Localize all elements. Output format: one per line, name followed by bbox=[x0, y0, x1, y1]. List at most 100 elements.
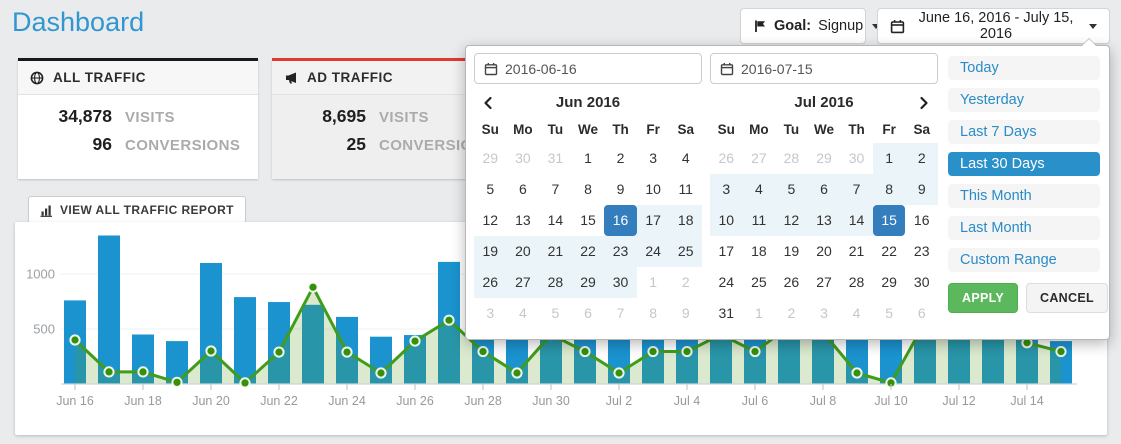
conversions-marker[interactable] bbox=[579, 345, 591, 358]
calendar-day[interactable]: 6 bbox=[584, 305, 592, 321]
calendar-day[interactable]: 15 bbox=[872, 205, 906, 236]
calendar-day[interactable]: 22 bbox=[881, 243, 897, 259]
calendar-day[interactable]: 2 bbox=[681, 274, 690, 290]
calendar-day[interactable]: 13 bbox=[515, 212, 531, 228]
calendar-day[interactable]: 20 bbox=[816, 243, 832, 259]
conversions-marker[interactable] bbox=[137, 366, 149, 378]
calendar-day[interactable]: 25 bbox=[669, 236, 702, 267]
calendar-day[interactable]: 10 bbox=[710, 205, 743, 236]
calendar-day[interactable]: 2 bbox=[905, 143, 938, 174]
apply-button[interactable]: APPLY bbox=[948, 283, 1019, 313]
calendar-day[interactable]: 2 bbox=[787, 305, 796, 321]
calendar-day[interactable]: 5 bbox=[885, 305, 894, 321]
all-traffic-card[interactable]: ALL TRAFFIC 34,878 VISITS 96 CONVERSIONS bbox=[18, 58, 258, 179]
calendar-day[interactable]: 7 bbox=[551, 181, 560, 197]
view-all-traffic-report-button[interactable]: VIEW ALL TRAFFIC REPORT bbox=[28, 196, 246, 224]
conversions-marker[interactable] bbox=[681, 345, 693, 358]
calendar-day[interactable]: 1 bbox=[649, 274, 658, 290]
calendar-day[interactable]: 4 bbox=[742, 174, 776, 205]
conversions-marker[interactable] bbox=[307, 281, 319, 293]
calendar-day[interactable]: 4 bbox=[518, 305, 527, 321]
calendar-day[interactable]: 6 bbox=[807, 174, 841, 205]
calendar-day[interactable]: 8 bbox=[872, 174, 906, 205]
calendar-day[interactable]: 17 bbox=[718, 243, 735, 259]
calendar-day[interactable]: 29 bbox=[571, 267, 605, 298]
calendar-day[interactable]: 8 bbox=[649, 305, 658, 321]
calendar-day[interactable]: 11 bbox=[678, 181, 693, 197]
calendar-day[interactable]: 15 bbox=[580, 212, 596, 228]
start-date-input[interactable]: 2016-06-16 bbox=[474, 53, 702, 84]
calendar-day[interactable]: 9 bbox=[905, 174, 938, 205]
calendar-day[interactable]: 11 bbox=[742, 205, 776, 236]
conversions-marker[interactable] bbox=[273, 346, 285, 358]
calendar-day[interactable]: 25 bbox=[751, 274, 767, 290]
visits-bar[interactable] bbox=[98, 235, 120, 385]
calendar-day[interactable]: 6 bbox=[518, 181, 527, 197]
conversions-marker[interactable] bbox=[69, 334, 81, 346]
calendar-day[interactable]: 27 bbox=[816, 274, 832, 290]
calendar-day[interactable]: 20 bbox=[506, 236, 540, 267]
calendar-day[interactable]: 5 bbox=[551, 305, 560, 321]
calendar-day[interactable]: 30 bbox=[604, 267, 637, 298]
conversions-marker[interactable] bbox=[103, 366, 115, 378]
calendar-day[interactable]: 1 bbox=[754, 305, 763, 321]
calendar-day[interactable]: 17 bbox=[636, 205, 670, 236]
calendar-day[interactable]: 23 bbox=[913, 243, 930, 259]
calendar-day[interactable]: 7 bbox=[840, 174, 873, 205]
calendar-day[interactable]: 30 bbox=[913, 274, 930, 290]
calendar-day[interactable]: 2 bbox=[616, 150, 625, 166]
calendar-day[interactable]: 28 bbox=[848, 274, 865, 290]
calendar-day[interactable]: 13 bbox=[807, 205, 841, 236]
calendar-day[interactable]: 9 bbox=[681, 305, 690, 321]
calendar-day[interactable]: 7 bbox=[616, 305, 625, 321]
calendar-day[interactable]: 14 bbox=[840, 205, 873, 236]
calendar-day[interactable]: 22 bbox=[571, 236, 605, 267]
calendar-day[interactable]: 1 bbox=[584, 150, 592, 166]
conversions-marker[interactable] bbox=[171, 376, 183, 388]
calendar-day[interactable]: 29 bbox=[881, 274, 897, 290]
range-option[interactable]: Custom Range bbox=[948, 248, 1100, 272]
calendar-day[interactable]: 3 bbox=[820, 305, 828, 321]
calendar-day[interactable]: 4 bbox=[681, 150, 690, 166]
calendar-day[interactable]: 30 bbox=[515, 150, 531, 166]
visits-bar[interactable] bbox=[234, 297, 256, 384]
range-option[interactable]: This Month bbox=[948, 184, 1100, 208]
calendar-day[interactable]: 3 bbox=[710, 174, 743, 205]
calendar-day[interactable]: 5 bbox=[775, 174, 808, 205]
calendar-day[interactable]: 12 bbox=[775, 205, 808, 236]
visits-bar[interactable] bbox=[166, 341, 188, 384]
calendar-day[interactable]: 18 bbox=[669, 205, 702, 236]
conversions-marker[interactable] bbox=[205, 345, 217, 357]
calendar-day[interactable]: 6 bbox=[917, 305, 926, 321]
calendar-day[interactable]: 1 bbox=[872, 143, 906, 174]
calendar-day[interactable]: 21 bbox=[539, 236, 572, 267]
conversions-marker[interactable] bbox=[613, 367, 625, 379]
conversions-marker[interactable] bbox=[511, 367, 523, 379]
calendar-day[interactable]: 26 bbox=[474, 267, 507, 298]
calendar-day[interactable]: 30 bbox=[848, 150, 865, 166]
calendar-day[interactable]: 28 bbox=[539, 267, 572, 298]
conversions-marker[interactable] bbox=[443, 314, 455, 326]
end-date-input[interactable]: 2016-07-15 bbox=[710, 53, 938, 84]
range-option[interactable]: Last Month bbox=[948, 216, 1100, 240]
calendar-day[interactable]: 19 bbox=[474, 236, 507, 267]
range-option[interactable]: Yesterday bbox=[948, 88, 1100, 112]
conversions-marker[interactable] bbox=[341, 346, 353, 358]
calendar-next-icon[interactable] bbox=[912, 89, 936, 116]
date-range-button[interactable]: June 16, 2016 - July 15, 2016 bbox=[877, 8, 1110, 44]
calendar-day[interactable]: 19 bbox=[783, 243, 800, 259]
range-option[interactable]: Last 30 Days bbox=[948, 152, 1100, 176]
calendar-day[interactable]: 27 bbox=[506, 267, 540, 298]
calendar-day[interactable]: 3 bbox=[486, 305, 495, 321]
calendar-day[interactable]: 4 bbox=[852, 305, 861, 321]
visits-bar[interactable] bbox=[268, 302, 290, 384]
conversions-marker[interactable] bbox=[851, 367, 863, 379]
calendar-day[interactable]: 21 bbox=[848, 243, 865, 259]
calendar-day[interactable]: 23 bbox=[604, 236, 637, 267]
calendar-day[interactable]: 31 bbox=[547, 150, 564, 166]
calendar-prev-icon[interactable] bbox=[476, 89, 500, 116]
conversions-marker[interactable] bbox=[409, 335, 421, 347]
range-option[interactable]: Today bbox=[948, 56, 1100, 80]
calendar-day[interactable]: 29 bbox=[482, 150, 499, 166]
calendar-day[interactable]: 26 bbox=[783, 274, 800, 290]
